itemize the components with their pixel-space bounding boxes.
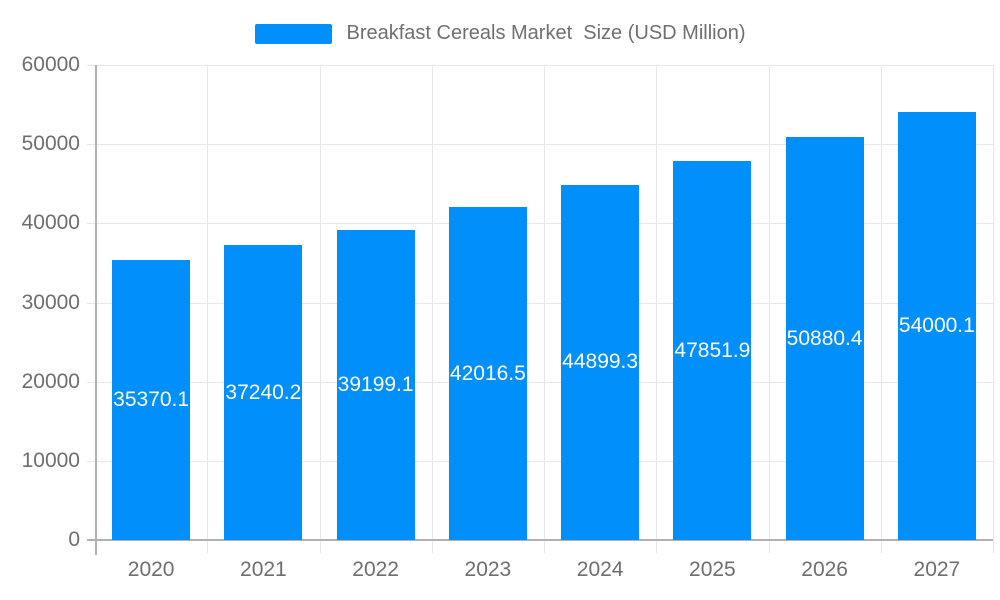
legend-swatch-icon — [254, 23, 332, 44]
h-gridline — [87, 381, 993, 383]
h-gridline — [87, 65, 993, 66]
y-axis-line — [95, 65, 97, 555]
bar-value-label: 35370.1 — [113, 387, 190, 411]
x-tick-label: 2024 — [576, 558, 624, 581]
bar-value-label: 37240.2 — [225, 380, 302, 404]
v-gridline — [207, 65, 209, 553]
legend-item-series[interactable]: Breakfast Cereals Market Size (USD Milli… — [254, 22, 746, 45]
v-gridline — [319, 65, 321, 553]
v-gridline — [544, 65, 545, 553]
x-axis-line — [87, 539, 993, 541]
x-tick-label: 2023 — [464, 558, 512, 581]
bar-value-label: 50880.4 — [786, 326, 863, 350]
bar-2024[interactable]: 44899.3 — [561, 184, 640, 540]
legend-label: Breakfast Cereals Market Size (USD Milli… — [346, 22, 746, 44]
x-tick-label: 2026 — [801, 558, 848, 581]
h-gridline — [87, 223, 993, 225]
plot-area: 35370.1 2020 37240.2 2021 39199.1 2022 42016.5… — [87, 65, 994, 581]
v-gridline — [993, 65, 994, 553]
h-gridline — [87, 144, 993, 146]
bar-2020[interactable]: 35370.1 — [112, 259, 191, 540]
v-gridline — [768, 65, 770, 553]
bar-value-label: 39199.1 — [337, 372, 414, 396]
v-gridline — [656, 65, 658, 553]
y-tick-label: 30000 — [21, 290, 80, 314]
y-tick-label: 10000 — [21, 448, 80, 472]
h-gridline — [87, 460, 993, 462]
v-gridline — [431, 65, 433, 553]
x-tick-label: 2021 — [240, 558, 287, 581]
bar-value-label: 47851.9 — [674, 338, 751, 362]
bar-2022[interactable]: 39199.1 — [336, 229, 415, 540]
bar-value-label: 54000.1 — [898, 314, 975, 338]
x-tick-label: 2027 — [913, 558, 961, 581]
y-tick-label: 50000 — [21, 132, 80, 156]
bar-2027[interactable]: 54000.1 — [897, 112, 976, 540]
y-tick-label: 40000 — [21, 211, 80, 235]
x-tick-label: 2025 — [689, 558, 736, 581]
x-tick-label: 2022 — [352, 558, 399, 581]
y-tick-label: 60000 — [21, 53, 80, 76]
h-gridline — [87, 302, 993, 304]
chart-legend: Breakfast Cereals Market Size (USD Milli… — [0, 22, 1000, 45]
y-tick-label: 0 — [68, 528, 80, 551]
bar-2023[interactable]: 42016.5 — [448, 207, 527, 540]
bar-value-label: 42016.5 — [449, 361, 526, 385]
bar-value-label: 44899.3 — [562, 350, 639, 374]
v-gridline — [880, 65, 882, 553]
x-tick-label: 2020 — [127, 558, 175, 581]
bar-2026[interactable]: 50880.4 — [785, 137, 864, 540]
bar-2025[interactable]: 47851.9 — [673, 161, 752, 540]
y-tick-label: 20000 — [21, 369, 80, 393]
bar-2021[interactable]: 37240.2 — [224, 245, 303, 540]
